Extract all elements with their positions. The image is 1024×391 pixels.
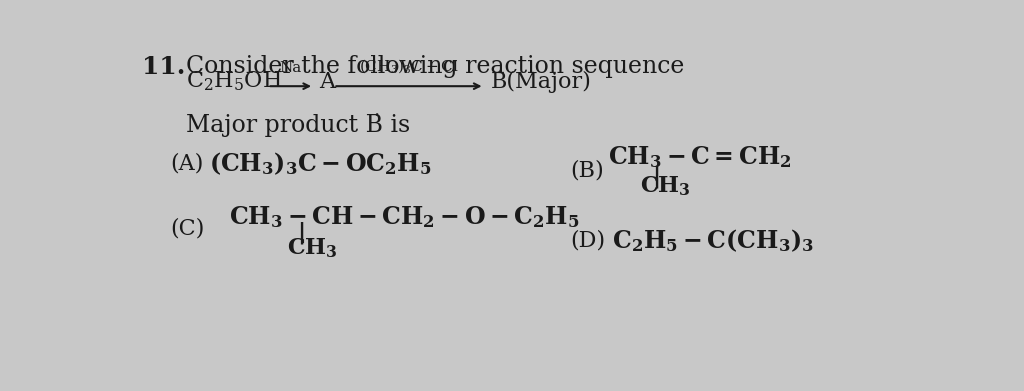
- Text: $\mathregular{CH_3}$: $\mathregular{CH_3}$: [640, 174, 690, 198]
- Text: Consider the following reaction sequence: Consider the following reaction sequence: [186, 56, 684, 78]
- Text: Na: Na: [280, 61, 302, 75]
- Text: $\mathregular{(CH_3)_3C-OC_2H_5}$: $\mathregular{(CH_3)_3C-OC_2H_5}$: [209, 150, 432, 177]
- Text: A: A: [318, 70, 335, 93]
- Text: $\mathregular{C_2H_5OH}$: $\mathregular{C_2H_5OH}$: [186, 70, 283, 93]
- Text: Major product Ḃ is: Major product Ḃ is: [186, 113, 411, 137]
- Text: (B): (B): [569, 160, 603, 182]
- Text: $\mathregular{CH_3-C=CH_2}$: $\mathregular{CH_3-C=CH_2}$: [608, 144, 793, 170]
- Text: $\mathregular{CH_3}$: $\mathregular{CH_3}$: [287, 236, 338, 260]
- Text: (D): (D): [569, 229, 605, 251]
- Text: |: |: [298, 221, 305, 244]
- Text: $\mathregular{C_2H_5-C(CH_3)_3}$: $\mathregular{C_2H_5-C(CH_3)_3}$: [612, 227, 814, 254]
- Text: $\mathregular{CH_3-CH-CH_2-O-C_2H_5}$: $\mathregular{CH_3-CH-CH_2-O-C_2H_5}$: [228, 204, 580, 230]
- Text: B(Major): B(Major): [490, 70, 592, 93]
- Text: 11.: 11.: [142, 56, 185, 79]
- Text: (C): (C): [171, 218, 205, 240]
- Text: |: |: [652, 166, 660, 188]
- Text: $\mathregular{(CH_3)_3C-Cl}$: $\mathregular{(CH_3)_3C-Cl}$: [359, 57, 460, 75]
- Text: (A): (A): [171, 152, 204, 174]
